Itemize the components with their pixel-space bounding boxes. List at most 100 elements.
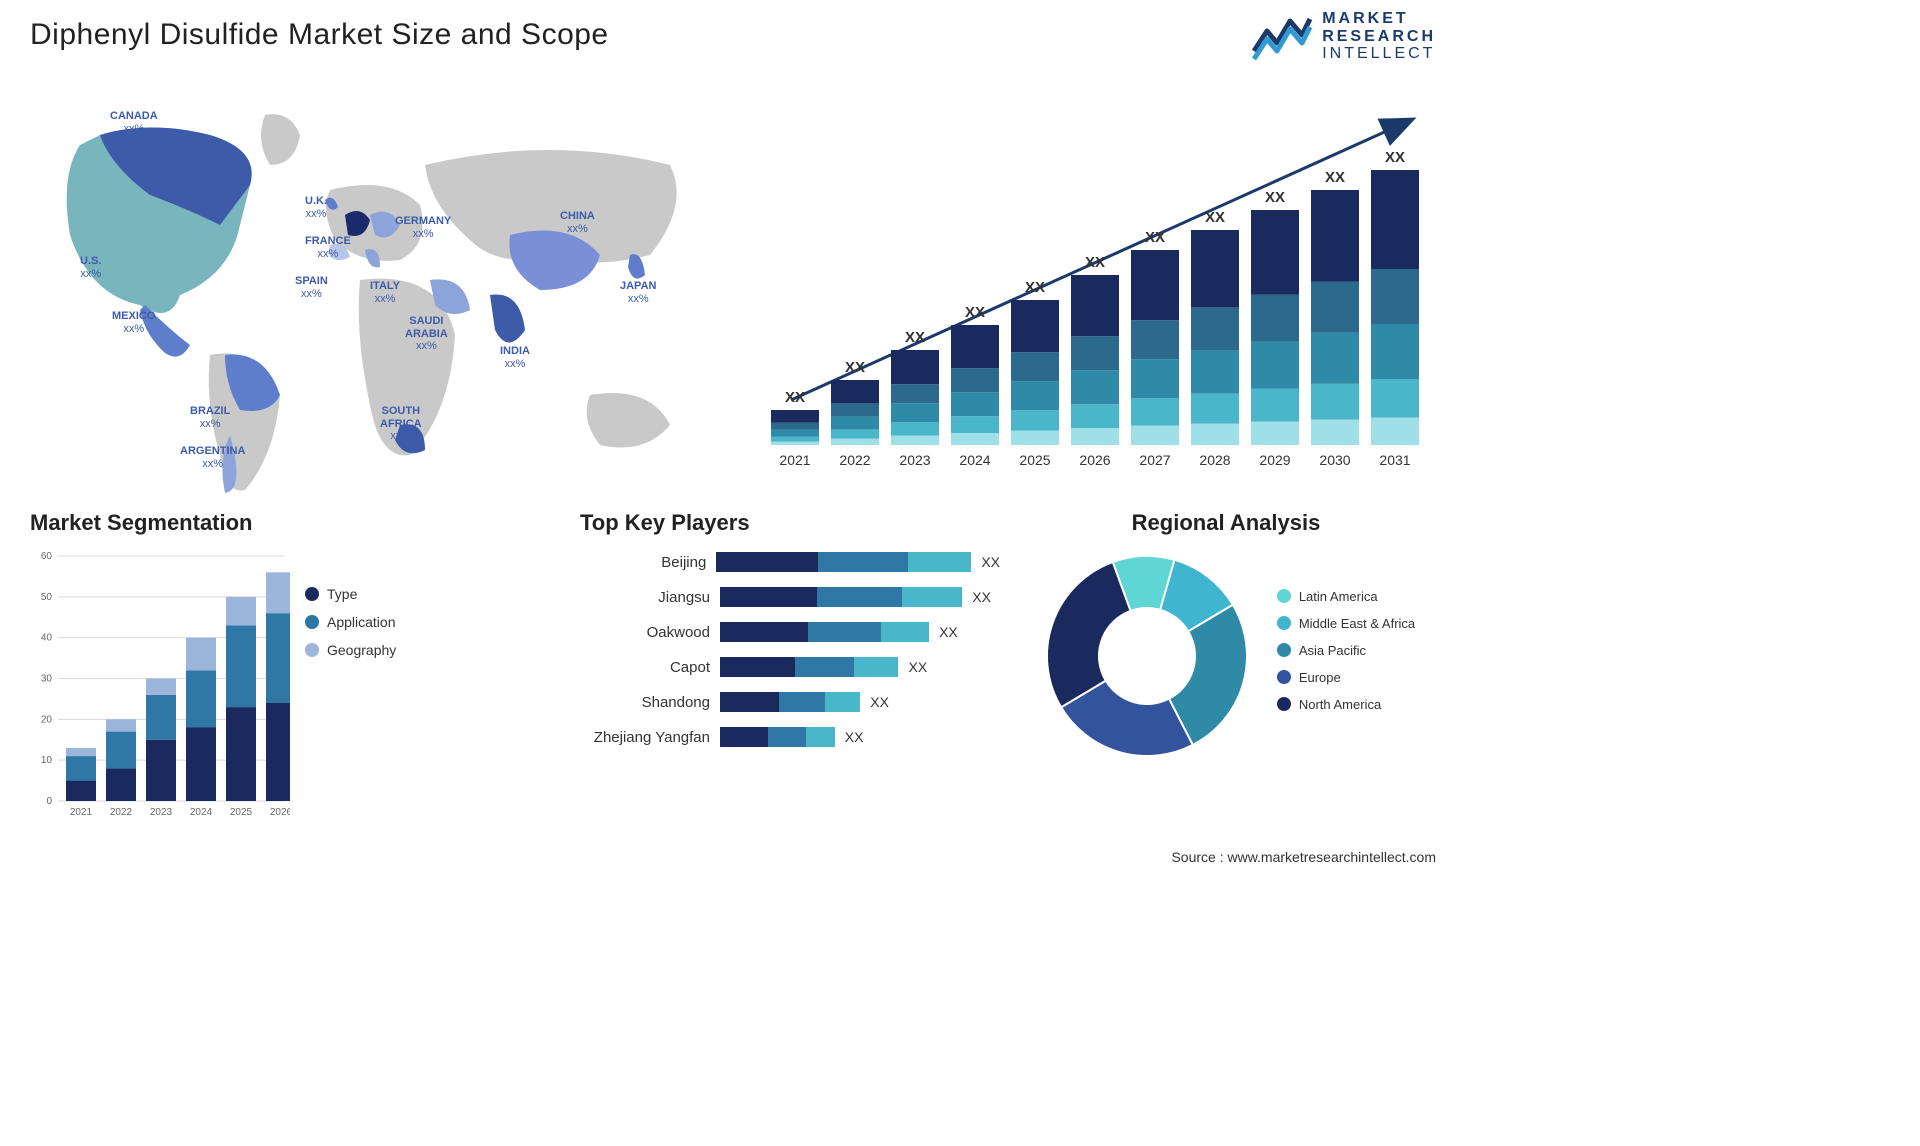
map-label: SOUTHAFRICAxx% — [380, 405, 422, 443]
logo-mark-icon — [1252, 11, 1312, 61]
legend-label: Geography — [327, 642, 396, 658]
player-bar-segment — [818, 552, 907, 572]
legend-item: Europe — [1277, 670, 1415, 685]
player-bar-segment — [881, 622, 929, 642]
svg-text:20: 20 — [41, 714, 53, 725]
svg-text:XX: XX — [1325, 169, 1345, 186]
player-row: Shandong XX — [580, 690, 1000, 714]
svg-text:XX: XX — [1025, 279, 1045, 296]
map-label: U.S.xx% — [80, 255, 101, 280]
segmentation-title: Market Segmentation — [30, 510, 460, 536]
player-name: Oakwood — [580, 624, 720, 641]
svg-text:30: 30 — [41, 674, 53, 685]
players-rows: BeijingXXJiangsuXXOakwoodXXCapotXXShando… — [580, 550, 1000, 749]
map-label: MEXICOxx% — [112, 310, 155, 335]
map-label: GERMANYxx% — [395, 215, 451, 240]
legend-swatch-icon — [305, 587, 319, 601]
svg-text:2021: 2021 — [70, 807, 93, 818]
map-label: ITALYxx% — [370, 280, 400, 305]
player-bar-segment — [908, 552, 972, 572]
player-bar-segment — [768, 727, 806, 747]
svg-text:2025: 2025 — [230, 807, 253, 818]
logo-text: MARKET RESEARCH INTELLECT — [1322, 10, 1436, 63]
players-title: Top Key Players — [580, 510, 1000, 536]
svg-text:2030: 2030 — [1319, 452, 1350, 468]
svg-text:2021: 2021 — [779, 452, 810, 468]
player-bar-segment — [902, 587, 963, 607]
legend-label: Application — [327, 614, 396, 630]
legend-item: Asia Pacific — [1277, 643, 1415, 658]
legend-item: Middle East & Africa — [1277, 616, 1415, 631]
legend-swatch-icon — [1277, 670, 1291, 684]
player-bar: XX — [720, 622, 1000, 642]
player-bar-segment — [720, 622, 808, 642]
legend-label: Middle East & Africa — [1299, 616, 1415, 631]
player-name: Zhejiang Yangfan — [580, 729, 720, 746]
regional-donut-svg — [1037, 546, 1257, 766]
map-label: ARGENTINAxx% — [180, 445, 245, 470]
player-bar: XX — [720, 587, 1000, 607]
player-bar-segment — [817, 587, 902, 607]
player-bar-segment — [779, 692, 825, 712]
svg-text:XX: XX — [845, 359, 865, 376]
map-label: BRAZILxx% — [190, 405, 230, 430]
legend-label: Asia Pacific — [1299, 643, 1366, 658]
player-row: Oakwood XX — [580, 620, 1000, 644]
player-bar-segment — [795, 657, 854, 677]
growth-chart-svg: XX2021XX2022XX2023XX2024XX2025XX2026XX20… — [756, 90, 1436, 490]
player-row: BeijingXX — [580, 550, 1000, 574]
svg-text:2022: 2022 — [839, 452, 870, 468]
map-label: CHINAxx% — [560, 210, 595, 235]
player-bar-segment — [720, 587, 817, 607]
player-value: XX — [908, 659, 927, 675]
player-bar-segment — [720, 727, 768, 747]
svg-text:2031: 2031 — [1379, 452, 1410, 468]
svg-text:XX: XX — [905, 329, 925, 346]
map-label: SAUDIARABIAxx% — [405, 315, 448, 353]
player-bar-segment — [716, 552, 818, 572]
world-map-panel: CANADAxx% U.S.xx% MEXICOxx% BRAZILxx% ARGENT… — [30, 95, 710, 495]
svg-text:50: 50 — [41, 592, 53, 603]
source-label: Source : www.marketresearchintellect.com — [1171, 849, 1436, 865]
svg-text:2029: 2029 — [1259, 452, 1290, 468]
legend-swatch-icon — [305, 643, 319, 657]
svg-text:XX: XX — [965, 304, 985, 321]
players-panel: Top Key Players BeijingXXJiangsuXXOakwoo… — [580, 510, 1000, 840]
player-bar: XX — [720, 692, 1000, 712]
legend-swatch-icon — [1277, 589, 1291, 603]
svg-text:XX: XX — [1205, 209, 1225, 226]
map-label: SPAINxx% — [295, 275, 328, 300]
svg-text:2026: 2026 — [270, 807, 290, 818]
svg-text:XX: XX — [1085, 254, 1105, 271]
map-label: INDIAxx% — [500, 345, 530, 370]
svg-text:XX: XX — [1385, 149, 1405, 166]
player-bar-segment — [854, 657, 899, 677]
svg-text:2024: 2024 — [190, 807, 213, 818]
svg-text:2027: 2027 — [1139, 452, 1170, 468]
player-bar-segment — [808, 622, 881, 642]
svg-text:XX: XX — [1145, 229, 1165, 246]
regional-panel: Regional Analysis Latin AmericaMiddle Ea… — [1016, 510, 1436, 840]
svg-text:2023: 2023 — [150, 807, 173, 818]
legend-label: North America — [1299, 697, 1381, 712]
regional-title: Regional Analysis — [1016, 510, 1436, 536]
map-label: CANADAxx% — [110, 110, 158, 135]
map-label: U.K.xx% — [305, 195, 327, 220]
player-bar-segment — [720, 692, 779, 712]
legend-label: Type — [327, 586, 357, 602]
player-value: XX — [870, 694, 889, 710]
legend-item: North America — [1277, 697, 1415, 712]
svg-text:2022: 2022 — [110, 807, 133, 818]
svg-text:40: 40 — [41, 633, 53, 644]
svg-text:2026: 2026 — [1079, 452, 1110, 468]
segmentation-legend: Type Application Geography — [305, 586, 396, 670]
map-label: JAPANxx% — [620, 280, 656, 305]
player-row: CapotXX — [580, 655, 1000, 679]
legend-swatch-icon — [1277, 643, 1291, 657]
map-label: FRANCExx% — [305, 235, 351, 260]
player-value: XX — [845, 729, 864, 745]
legend-item: Application — [305, 614, 396, 630]
player-name: Shandong — [580, 694, 720, 711]
player-bar: XX — [720, 657, 1000, 677]
player-value: XX — [939, 624, 958, 640]
